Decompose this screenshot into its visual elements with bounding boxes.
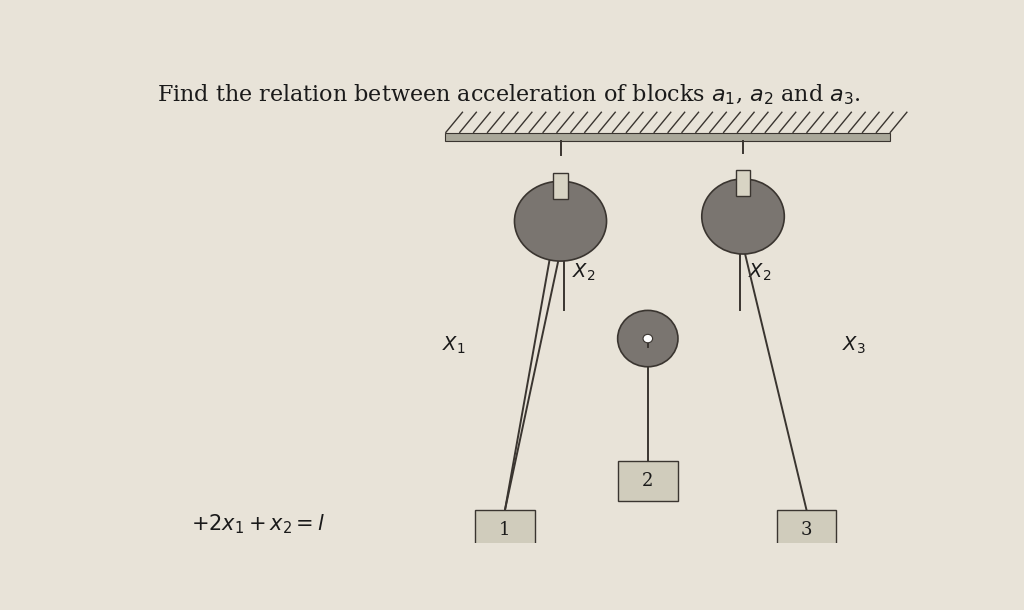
- Bar: [553, 173, 567, 199]
- Text: $X_2$: $X_2$: [572, 262, 596, 284]
- Ellipse shape: [722, 198, 764, 235]
- Bar: [618, 461, 678, 501]
- Ellipse shape: [617, 310, 678, 367]
- Text: $X_1$: $X_1$: [441, 335, 465, 356]
- Ellipse shape: [738, 212, 749, 221]
- Ellipse shape: [531, 196, 589, 246]
- Text: $+ 2x_1 + x_2 = l$: $+ 2x_1 + x_2 = l$: [191, 512, 326, 536]
- Ellipse shape: [717, 193, 769, 240]
- Ellipse shape: [643, 334, 652, 343]
- Ellipse shape: [707, 184, 779, 249]
- Ellipse shape: [549, 211, 572, 231]
- Ellipse shape: [701, 179, 784, 254]
- Ellipse shape: [555, 216, 566, 226]
- Bar: [475, 510, 535, 550]
- Bar: [736, 170, 751, 196]
- Bar: [445, 133, 890, 142]
- Ellipse shape: [526, 191, 595, 251]
- Ellipse shape: [733, 207, 754, 226]
- Ellipse shape: [728, 203, 759, 231]
- Ellipse shape: [514, 181, 606, 261]
- Ellipse shape: [538, 201, 584, 241]
- Ellipse shape: [520, 186, 601, 256]
- Text: Find the relation between acceleration of blocks $a_1$, $a_2$ and $a_3$.: Find the relation between acceleration o…: [157, 82, 861, 107]
- Text: $X_3$: $X_3$: [843, 335, 866, 356]
- Text: 1: 1: [500, 521, 511, 539]
- Text: $X_2$: $X_2$: [748, 262, 771, 284]
- Ellipse shape: [514, 181, 606, 261]
- Ellipse shape: [712, 188, 774, 245]
- Text: 3: 3: [801, 521, 812, 539]
- Ellipse shape: [701, 179, 784, 254]
- Text: 2: 2: [642, 472, 653, 490]
- Bar: [777, 510, 837, 550]
- Ellipse shape: [544, 206, 578, 236]
